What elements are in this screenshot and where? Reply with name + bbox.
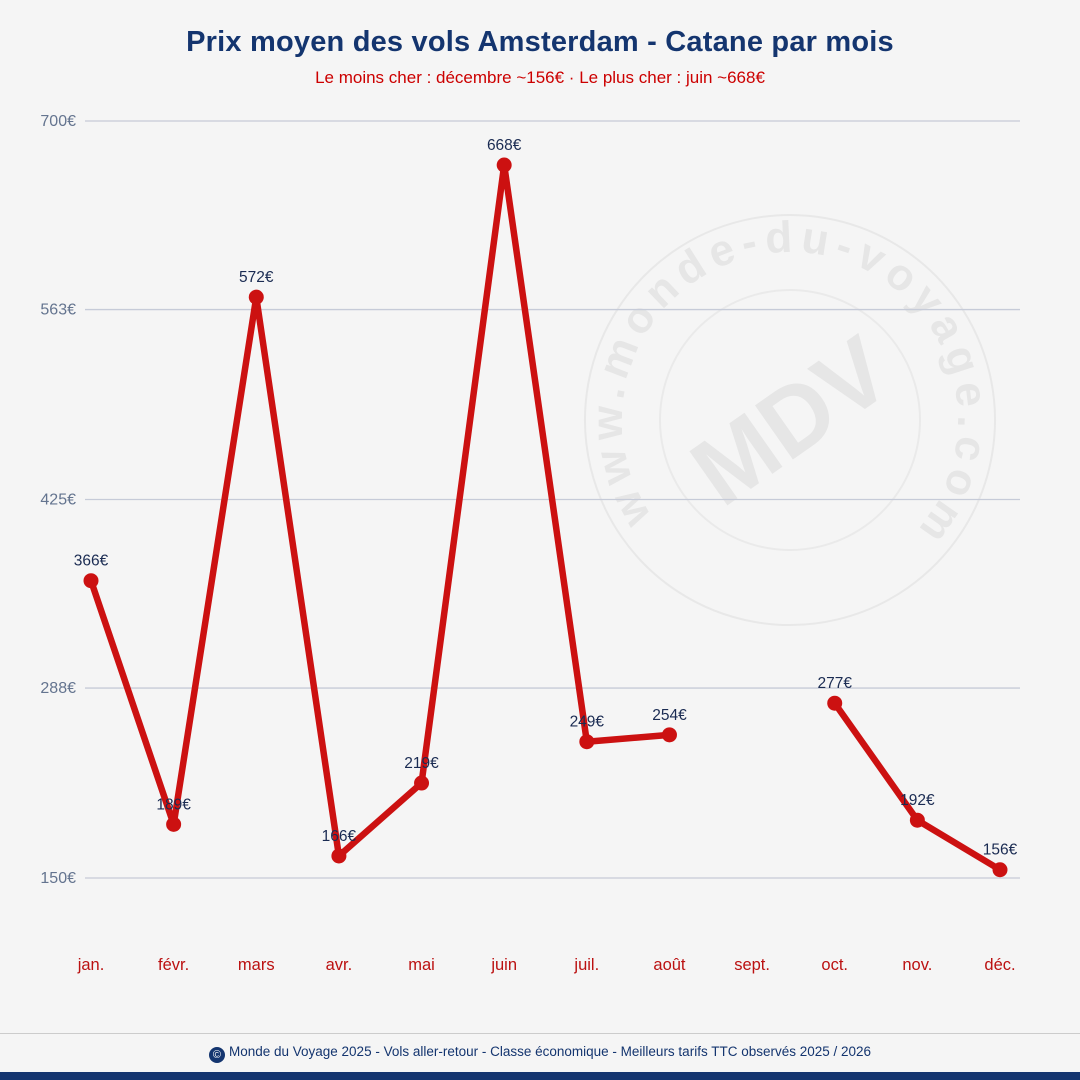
data-point-jan.[interactable] — [83, 573, 99, 589]
x-axis-month-2[interactable]: févr. — [158, 956, 189, 974]
data-point-label: 249€ — [570, 714, 605, 731]
copyright-icon: © — [208, 1047, 225, 1063]
data-point-label: 192€ — [900, 792, 935, 809]
data-point-label: 366€ — [74, 553, 109, 570]
y-axis-tick-label: 150€ — [40, 870, 76, 887]
price-line — [87, 161, 673, 860]
data-point-oct.[interactable] — [827, 695, 843, 711]
y-axis-tick-label: 563€ — [40, 302, 76, 319]
data-point-juin[interactable] — [496, 157, 512, 173]
price-line — [831, 699, 1004, 873]
data-point-mai[interactable] — [414, 775, 430, 791]
svg-text:MDV: MDV — [673, 316, 909, 526]
data-point-mars[interactable] — [248, 289, 264, 305]
data-point-juil.[interactable] — [579, 734, 595, 750]
y-axis-tick-label: 425€ — [40, 492, 76, 509]
footer-text: © Monde du Voyage 2025 - Vols aller-retou… — [0, 1044, 1080, 1063]
data-point-août[interactable] — [661, 727, 677, 743]
x-axis-month-12[interactable]: déc. — [984, 956, 1015, 974]
data-point-déc.[interactable] — [992, 862, 1008, 878]
x-axis-month-6[interactable]: juin — [490, 956, 517, 974]
data-point-nov.[interactable] — [909, 812, 925, 828]
page-title: Prix moyen des vols Amsterdam - Catane p… — [186, 26, 894, 58]
x-axis-month-7[interactable]: juil. — [573, 956, 599, 974]
x-axis-month-10[interactable]: oct. — [821, 956, 848, 974]
data-point-avr.[interactable] — [331, 848, 347, 864]
y-axis-tick-label: 288€ — [40, 680, 76, 697]
x-axis-month-3[interactable]: mars — [238, 956, 275, 974]
footer-credits: Monde du Voyage 2025 - Vols aller-retour… — [228, 1044, 872, 1059]
y-axis-tick-label: 700€ — [40, 113, 76, 130]
data-point-label: 277€ — [817, 675, 852, 692]
x-axis-month-4[interactable]: avr. — [326, 956, 353, 974]
x-axis-month-8[interactable]: août — [653, 956, 686, 974]
data-point-label: 156€ — [983, 842, 1018, 859]
data-point-label: 189€ — [156, 796, 191, 813]
data-point-label: 572€ — [239, 269, 274, 286]
data-point-label: 166€ — [322, 828, 357, 845]
data-point-label: 668€ — [487, 137, 522, 154]
data-point-label: 219€ — [404, 755, 439, 772]
x-axis-month-11[interactable]: nov. — [902, 956, 932, 974]
data-point-févr.[interactable] — [166, 816, 182, 832]
bottom-bar — [0, 1072, 1080, 1080]
footer: © Monde du Voyage 2025 - Vols aller-retou… — [0, 1033, 1080, 1080]
chart-subtitle: Le moins cher : décembre ~156€ · Le plus… — [315, 68, 765, 87]
data-point-label: 254€ — [652, 707, 687, 724]
x-axis-month-5[interactable]: mai — [408, 956, 435, 974]
x-axis-month-9[interactable]: sept. — [734, 956, 770, 974]
chart-header: Prix moyen des vols Amsterdam - Catane p… — [0, 0, 1080, 88]
x-axis-month-1[interactable]: jan. — [77, 956, 105, 974]
